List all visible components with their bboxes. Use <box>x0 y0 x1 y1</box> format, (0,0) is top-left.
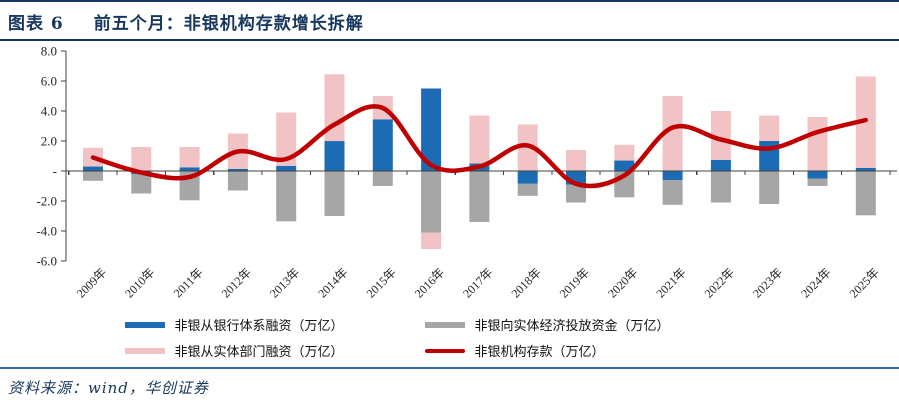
bar-segment <box>372 119 393 172</box>
bar-segment <box>662 171 683 180</box>
svg-text:2011年: 2011年 <box>171 265 206 300</box>
bar-segment <box>179 167 200 172</box>
legend-label-nonbank-deposits: 非银机构存款（万亿） <box>474 344 605 359</box>
svg-text:2019年: 2019年 <box>557 265 592 300</box>
svg-text:2022年: 2022年 <box>702 265 737 300</box>
svg-text:2024年: 2024年 <box>798 265 833 300</box>
legend-item-real-sector-funding: 非银从实体部门融资（万亿） <box>124 341 425 360</box>
svg-text:2009年: 2009年 <box>74 265 109 300</box>
bar-segment <box>614 144 635 161</box>
y-axis: 8.0 6.0 4.0 2.0 - -2.0 -4.0 -6.0 <box>36 44 67 269</box>
bar-segment <box>759 171 780 204</box>
svg-text:2021年: 2021年 <box>653 265 688 300</box>
legend-swatch-pink-bar <box>124 347 165 354</box>
bar-segment <box>83 166 103 171</box>
x-axis-labels: 2009年 2010年 2011年 2012年 2013年 2014年 2015年 2016年… <box>74 265 882 300</box>
bar-segment <box>131 147 152 171</box>
bar-segment <box>662 180 683 205</box>
legend-item-real-economy-lending: 非银向实体经济投放资金（万亿） <box>424 315 775 334</box>
bar-segment <box>566 150 586 171</box>
svg-text:8.0: 8.0 <box>41 44 57 59</box>
bar-segment <box>710 171 731 203</box>
chart-legend: 非银从银行体系融资（万亿） 非银向实体经济投放资金（万亿） 非银从实体部门融资（… <box>0 315 899 360</box>
svg-text:2025年: 2025年 <box>847 265 882 300</box>
legend-label-real-economy-lending: 非银向实体经济投放资金（万亿） <box>474 318 670 333</box>
bar-segment <box>855 168 876 171</box>
svg-text:2.0: 2.0 <box>41 134 57 149</box>
svg-text:2010年: 2010年 <box>122 265 157 300</box>
bar-segment <box>807 117 828 171</box>
svg-text:2016年: 2016年 <box>412 265 447 300</box>
svg-text:2014年: 2014年 <box>315 265 350 300</box>
svg-text:-2.0: -2.0 <box>36 194 57 209</box>
bar-segment <box>710 111 731 160</box>
bar-segment <box>807 171 828 179</box>
figure-top-border <box>0 0 899 2</box>
bar-segment <box>421 232 442 249</box>
bar-segment <box>227 168 248 172</box>
bar-segment <box>855 171 876 216</box>
bar-segment <box>710 159 731 172</box>
legend-item-bank-funding: 非银从银行体系融资（万亿） <box>124 315 425 334</box>
bar-segment <box>276 165 297 172</box>
bar-segment <box>179 147 200 168</box>
svg-text:2018年: 2018年 <box>508 265 543 300</box>
figure-label: 图表 6 <box>8 14 64 34</box>
source-rule <box>0 367 899 369</box>
bar-segment <box>662 96 683 171</box>
bar-segment <box>469 171 490 222</box>
bar-segment <box>517 171 538 184</box>
bar-segment <box>372 171 393 186</box>
svg-text:2023年: 2023年 <box>750 265 785 300</box>
figure-header: 图表 6 前五个月：非银机构存款增长拆解 <box>0 2 899 39</box>
legend-swatch-red-line <box>424 348 465 353</box>
svg-text:-6.0: -6.0 <box>36 254 57 269</box>
svg-text:2013年: 2013年 <box>267 265 302 300</box>
figure-title: 前五个月：非银机构存款增长拆解 <box>93 14 364 34</box>
bar-segment <box>324 74 345 142</box>
bar-segment <box>131 174 152 194</box>
svg-text:2017年: 2017年 <box>460 265 495 300</box>
svg-text:-: - <box>53 164 57 179</box>
bar-segment <box>759 115 780 141</box>
bar-segment <box>566 184 586 203</box>
bar-segment <box>276 171 297 222</box>
deposits-line <box>90 104 869 189</box>
svg-text:4.0: 4.0 <box>41 104 57 119</box>
legend-label-real-sector-funding: 非银从实体部门融资（万亿） <box>174 344 344 359</box>
svg-text:2020年: 2020年 <box>605 265 640 300</box>
svg-text:2012年: 2012年 <box>219 265 254 300</box>
bar-segment <box>324 171 345 216</box>
legend-label-bank-funding: 非银从银行体系融资（万亿） <box>174 318 344 333</box>
svg-text:2015年: 2015年 <box>364 265 399 300</box>
legend-swatch-gray-bar <box>424 321 465 328</box>
bar-segment <box>324 141 345 171</box>
bar-segment <box>517 183 538 196</box>
title-rule <box>0 39 899 41</box>
svg-text:6.0: 6.0 <box>41 74 57 89</box>
bar-segment <box>227 171 248 191</box>
chart-svg: 8.0 6.0 4.0 2.0 - -2.0 -4.0 -6.0 2009年 2010年 2011年… <box>36 44 897 301</box>
bar-segment <box>421 171 442 233</box>
bar-segment <box>469 115 490 164</box>
bar-segment <box>807 178 828 186</box>
bar-segment <box>614 160 635 171</box>
bar-segment <box>276 112 297 166</box>
legend-item-nonbank-deposits: 非银机构存款（万亿） <box>424 341 775 360</box>
source-text: 资料来源：wind，华创证券 <box>8 379 209 397</box>
svg-text:-4.0: -4.0 <box>36 224 57 239</box>
bar-segment <box>83 171 103 181</box>
legend-swatch-blue-bar <box>124 321 165 328</box>
bar-segment <box>421 88 442 171</box>
